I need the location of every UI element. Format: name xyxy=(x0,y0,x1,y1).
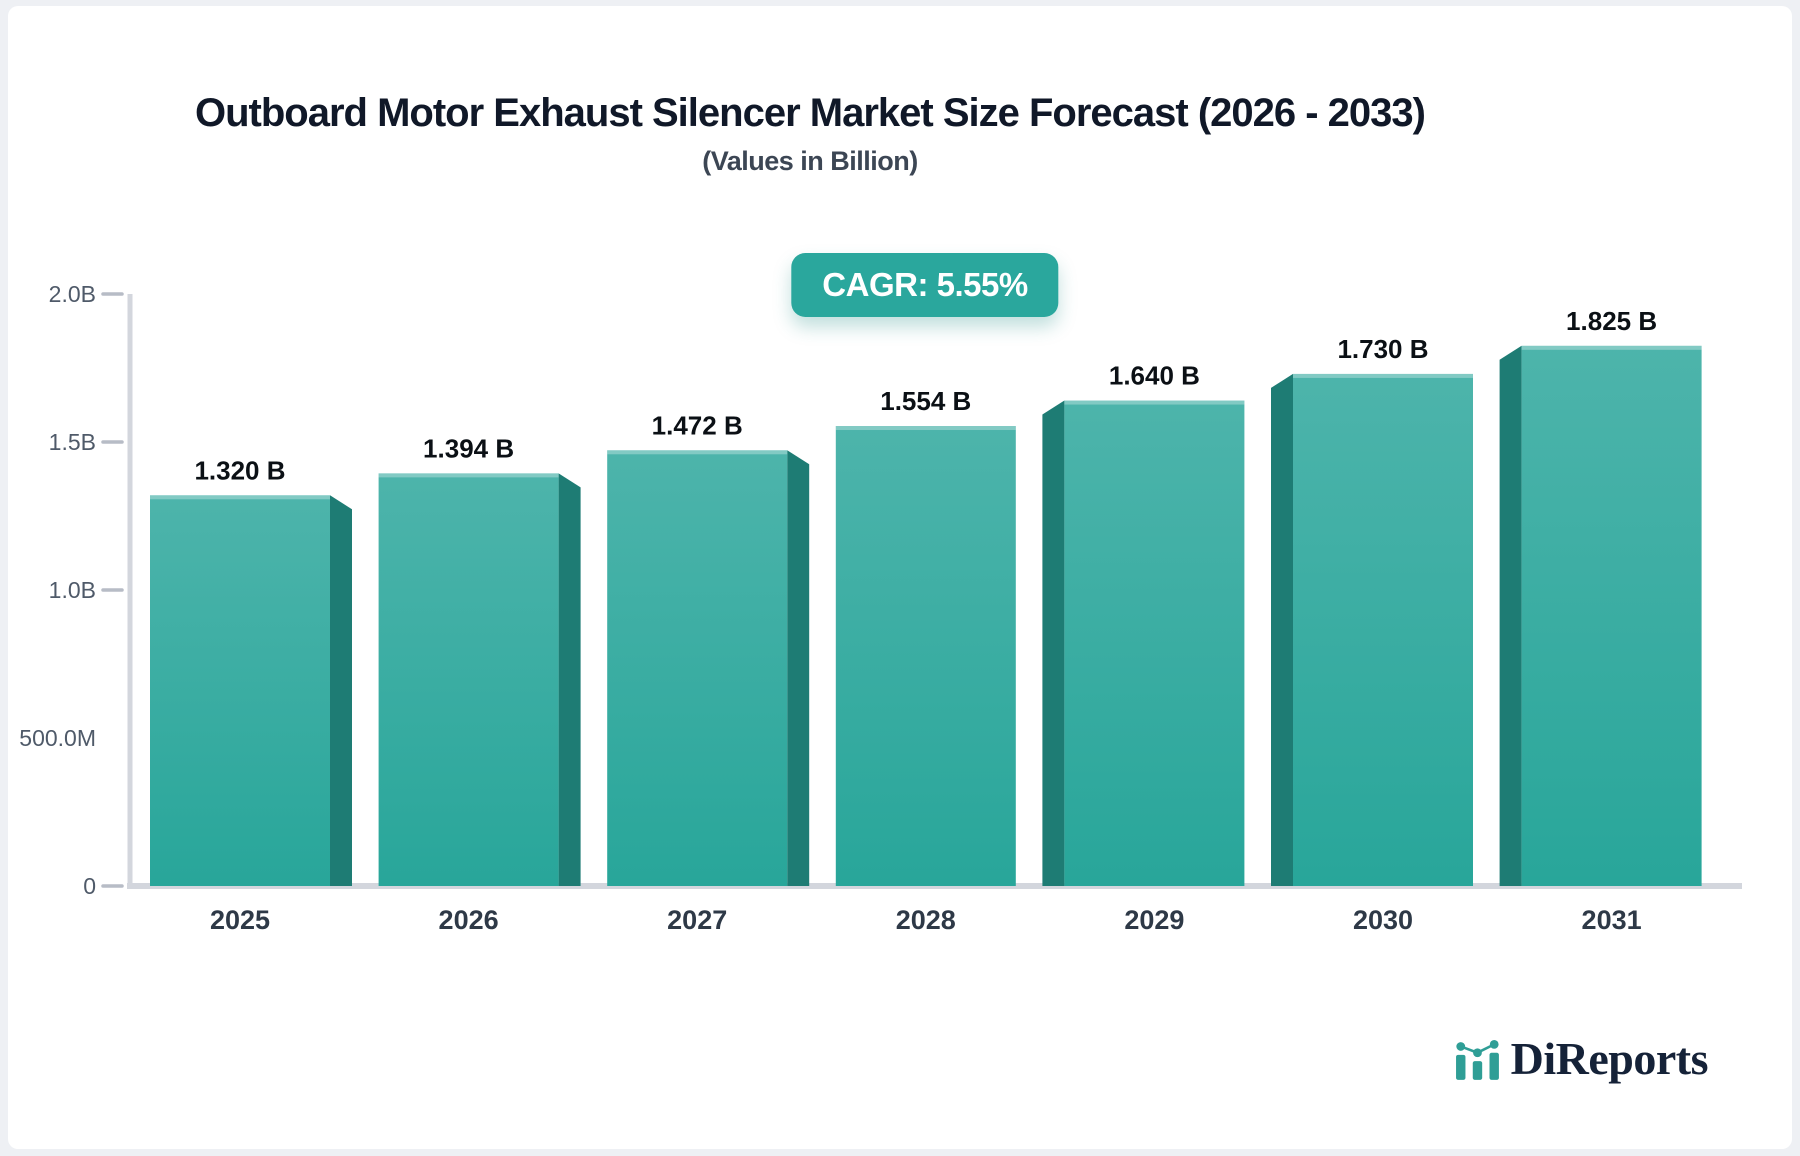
bar-face xyxy=(150,495,330,886)
y-tick-label: 1.5B xyxy=(49,429,96,455)
bar-value-label: 1.825 B xyxy=(1566,306,1657,336)
chart-header: Outboard Motor Exhaust Silencer Market S… xyxy=(0,90,1620,177)
bar-face xyxy=(607,450,788,886)
bar-side-face xyxy=(330,495,352,886)
chart-subtitle: (Values in Billion) xyxy=(702,146,918,176)
bar-side-face xyxy=(1042,400,1065,886)
bar-top-highlight xyxy=(1293,373,1473,378)
bar-2025: 1.320 B 2025 xyxy=(150,455,352,935)
bar-side-face xyxy=(558,473,581,886)
bar-face xyxy=(378,473,559,886)
y-tick-label: 2.0B xyxy=(49,281,96,307)
bar-2028: 1.554 B 2028 xyxy=(835,386,1016,935)
bar-top-highlight xyxy=(150,495,330,500)
bar-top-highlight xyxy=(378,473,559,478)
bar-top-highlight xyxy=(1521,345,1702,350)
bar-top-highlight xyxy=(835,426,1016,431)
bar-face xyxy=(1064,400,1245,886)
bar-face xyxy=(1293,373,1473,886)
y-tick-label: 0 xyxy=(83,873,96,899)
bar-side-face xyxy=(1271,373,1293,886)
bar-face xyxy=(1521,345,1702,886)
y-tick-label: 500.0M xyxy=(19,725,96,751)
bar-2029: 1.640 B 2029 xyxy=(1042,361,1245,935)
bar-side-face xyxy=(787,450,810,886)
x-category-label: 2028 xyxy=(896,905,956,935)
bar-2030: 1.730 B 2030 xyxy=(1271,334,1473,935)
bar-face xyxy=(835,426,1016,886)
x-category-label: 2026 xyxy=(439,905,499,935)
bar-value-label: 1.730 B xyxy=(1337,334,1428,364)
bar-value-label: 1.320 B xyxy=(194,455,285,485)
bar-top-highlight xyxy=(1064,400,1245,405)
x-category-label: 2027 xyxy=(667,905,727,935)
cagr-badge: CAGR: 5.55% xyxy=(791,253,1059,317)
bar-value-label: 1.472 B xyxy=(652,410,743,440)
bar-side-face xyxy=(1499,345,1522,886)
bar-value-label: 1.394 B xyxy=(423,433,514,463)
mini-bar-chart-icon xyxy=(1455,1039,1499,1080)
chart-title: Outboard Motor Exhaust Silencer Market S… xyxy=(195,91,1426,135)
bar-2026: 1.394 B 2026 xyxy=(378,433,581,935)
bar-value-label: 1.554 B xyxy=(880,386,971,416)
x-category-label: 2025 xyxy=(210,905,270,935)
x-category-label: 2030 xyxy=(1353,905,1413,935)
bar-2027: 1.472 B 2027 xyxy=(607,410,810,935)
direports-logo[interactable]: DiReports xyxy=(1455,1032,1709,1085)
logo-text: DiReports xyxy=(1510,1033,1709,1084)
x-category-label: 2029 xyxy=(1124,905,1184,935)
x-category-label: 2031 xyxy=(1582,905,1642,935)
bar-value-label: 1.640 B xyxy=(1109,361,1200,391)
bar-top-highlight xyxy=(607,450,788,455)
bar-2031: 1.825 B 2031 xyxy=(1499,306,1702,935)
y-tick-label: 1.0B xyxy=(49,577,96,603)
